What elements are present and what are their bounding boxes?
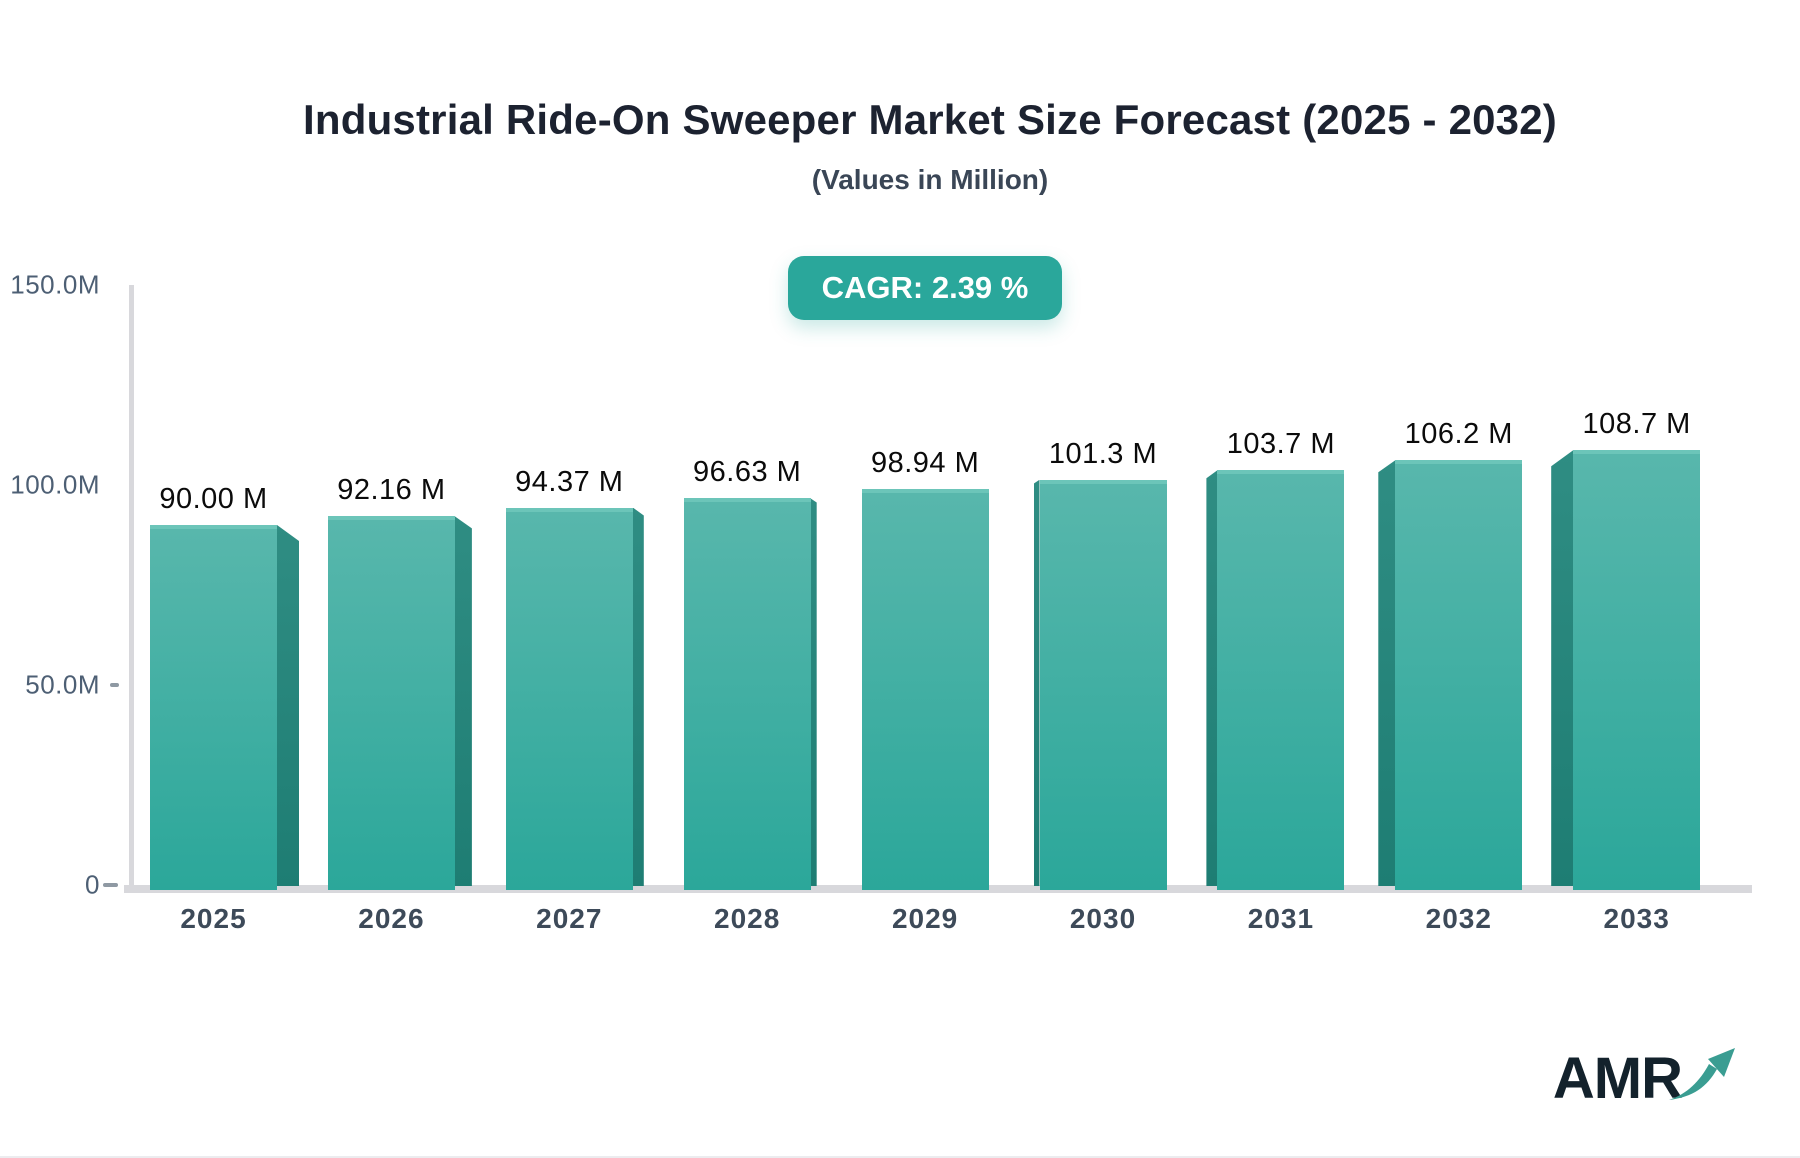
bar-2027-side-face [632,507,644,886]
bar-value-label: 103.7 M [1226,428,1336,461]
x-axis-label: 2029 [891,903,959,934]
bar-2032[interactable] [1395,460,1523,890]
bar-2028[interactable] [683,498,811,890]
bar-value-label: 90.00 M [159,483,268,515]
bar-value-label: 98.94 M [870,447,980,480]
y-axis-tick-dash [103,883,118,887]
cagr-badge: CAGR: 2.39 % [788,256,1062,320]
bar-2031[interactable] [1217,470,1345,890]
bar-2030-side-face [1033,479,1040,886]
bar-2026[interactable] [327,516,455,890]
cagr-badge-label: CAGR: 2.39 % [821,270,1029,305]
x-axis-label: 2026 [358,903,425,934]
bar-value-label: 96.63 M [693,456,802,489]
bar-value-label: 94.37 M [515,465,624,498]
bar-2026-side-face [454,516,472,886]
y-axis-tick-label: 150.0M [10,269,100,300]
bar-2029[interactable] [861,489,989,890]
chart-title: Industrial Ride-On Sweeper Market Size F… [303,96,1557,143]
bar-value-label: 106.2 M [1404,418,1513,451]
x-axis-label: 2033 [1603,903,1670,934]
bar-2025[interactable] [150,525,277,890]
y-axis-tick-label: 100.0M [10,469,100,500]
y-axis-tick-label: 50.0M [25,669,100,700]
amr-logo-text: AMR [1552,1046,1683,1111]
x-axis-label: 2025 [180,903,247,934]
x-axis-label: 2028 [714,903,781,934]
bar-2033-side-face [1551,450,1574,886]
x-axis-label: 2032 [1425,903,1492,934]
bar-2027[interactable] [505,507,633,890]
bar-2030[interactable] [1039,479,1167,890]
y-axis-tick-dash [110,683,119,687]
x-axis-label: 2031 [1247,903,1315,934]
x-axis-label: 2030 [1069,903,1137,934]
bar-2033[interactable] [1573,450,1701,890]
bar-value-label: 92.16 M [337,474,446,507]
bar-2028-side-face [810,498,817,886]
bar-2025-side-face [277,525,299,886]
bar-value-label: 101.3 M [1048,437,1158,470]
x-axis-label: 2027 [536,903,603,934]
chart-subtitle: (Values in Million) [811,164,1049,195]
amr-logo: AMR [1553,1046,1738,1108]
bar-2032-side-face [1378,460,1396,886]
growth-arrow-icon [1669,1048,1735,1100]
y-axis-line [129,285,134,885]
bar-2031-side-face [1206,470,1218,886]
bar-value-label: 108.7 M [1582,408,1691,441]
y-axis-tick-label: 0 [85,869,100,900]
